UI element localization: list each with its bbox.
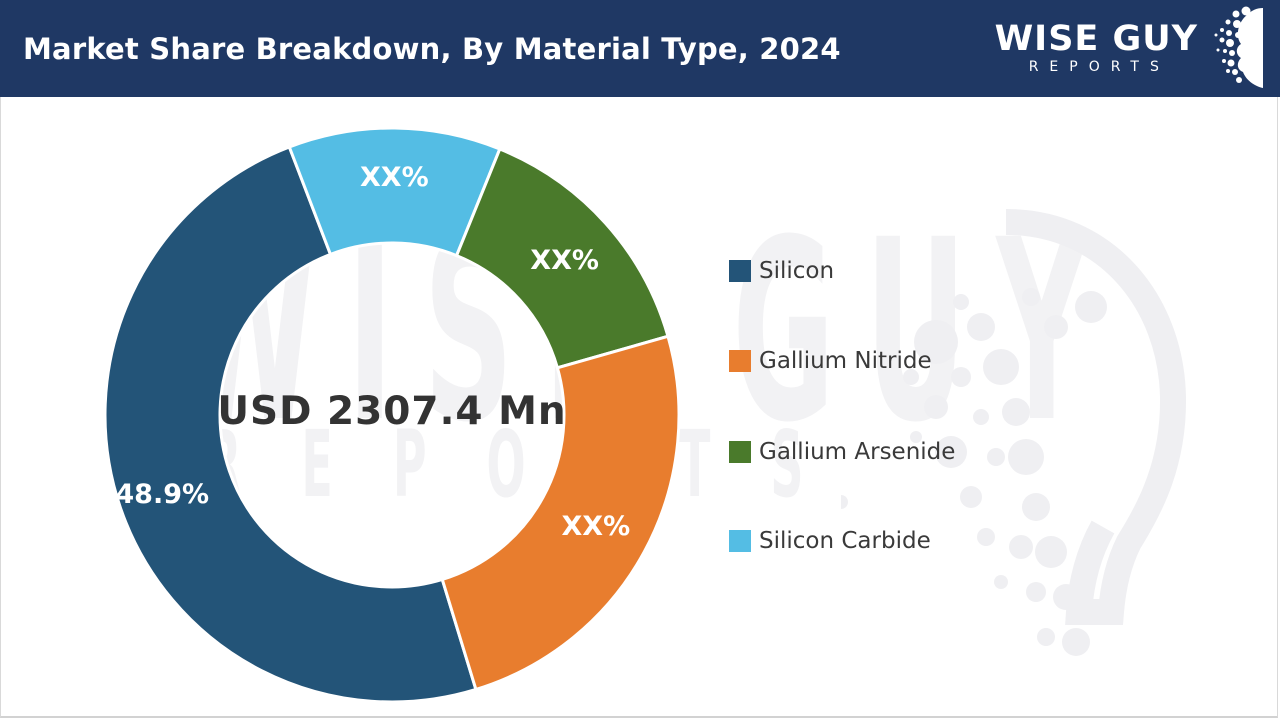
segment-label-gallium-arsenide: XX%: [530, 245, 599, 276]
legend-label: Silicon Carbide: [759, 528, 931, 554]
legend-swatch-silicon-carbide: [729, 530, 751, 552]
legend-label: Silicon: [759, 258, 835, 284]
logo-subtitle: REPORTS: [1028, 58, 1170, 75]
segment-label-gallium-nitride: XX%: [561, 511, 630, 542]
page-title: Market Share Breakdown, By Material Type…: [23, 31, 841, 66]
legend-item-gallium-arsenide: Gallium Arsenide: [729, 439, 955, 465]
legend-label: Gallium Arsenide: [759, 439, 956, 465]
chart-canvas: WISE GUY REPORTS 48.9% XX% XX% XX% USD 2307…: [0, 97, 1278, 718]
legend-item-gallium-nitride: Gallium Nitride: [729, 348, 932, 374]
legend-item-silicon-carbide: Silicon Carbide: [729, 528, 931, 554]
segment-label-silicon: 48.9%: [115, 479, 209, 510]
donut-chart: 48.9% XX% XX% XX%: [103, 126, 681, 704]
header-bar: Market Share Breakdown, By Material Type…: [0, 0, 1280, 97]
legend-label: Gallium Nitride: [759, 348, 932, 374]
wise-guy-logo: WISE GUY REPORTS: [995, 6, 1264, 90]
legend-swatch-gallium-arsenide: [729, 441, 751, 463]
legend-item-silicon: Silicon: [729, 258, 834, 284]
segment-label-silicon-carbide: XX%: [360, 162, 429, 193]
donut-segment-silicon: [103, 145, 478, 704]
legend-swatch-gallium-nitride: [729, 350, 751, 372]
logo-face-icon: [1214, 6, 1263, 88]
donut-segment-gallium-nitride: [440, 334, 681, 692]
watermark-face-dots: [841, 209, 1187, 656]
watermark-subtitle: REPORTS: [206, 411, 864, 518]
legend-swatch-silicon: [729, 260, 751, 282]
chart-center-value: USD 2307.4 Mn: [217, 389, 567, 434]
logo-wordmark: WISE GUY: [994, 19, 1198, 60]
